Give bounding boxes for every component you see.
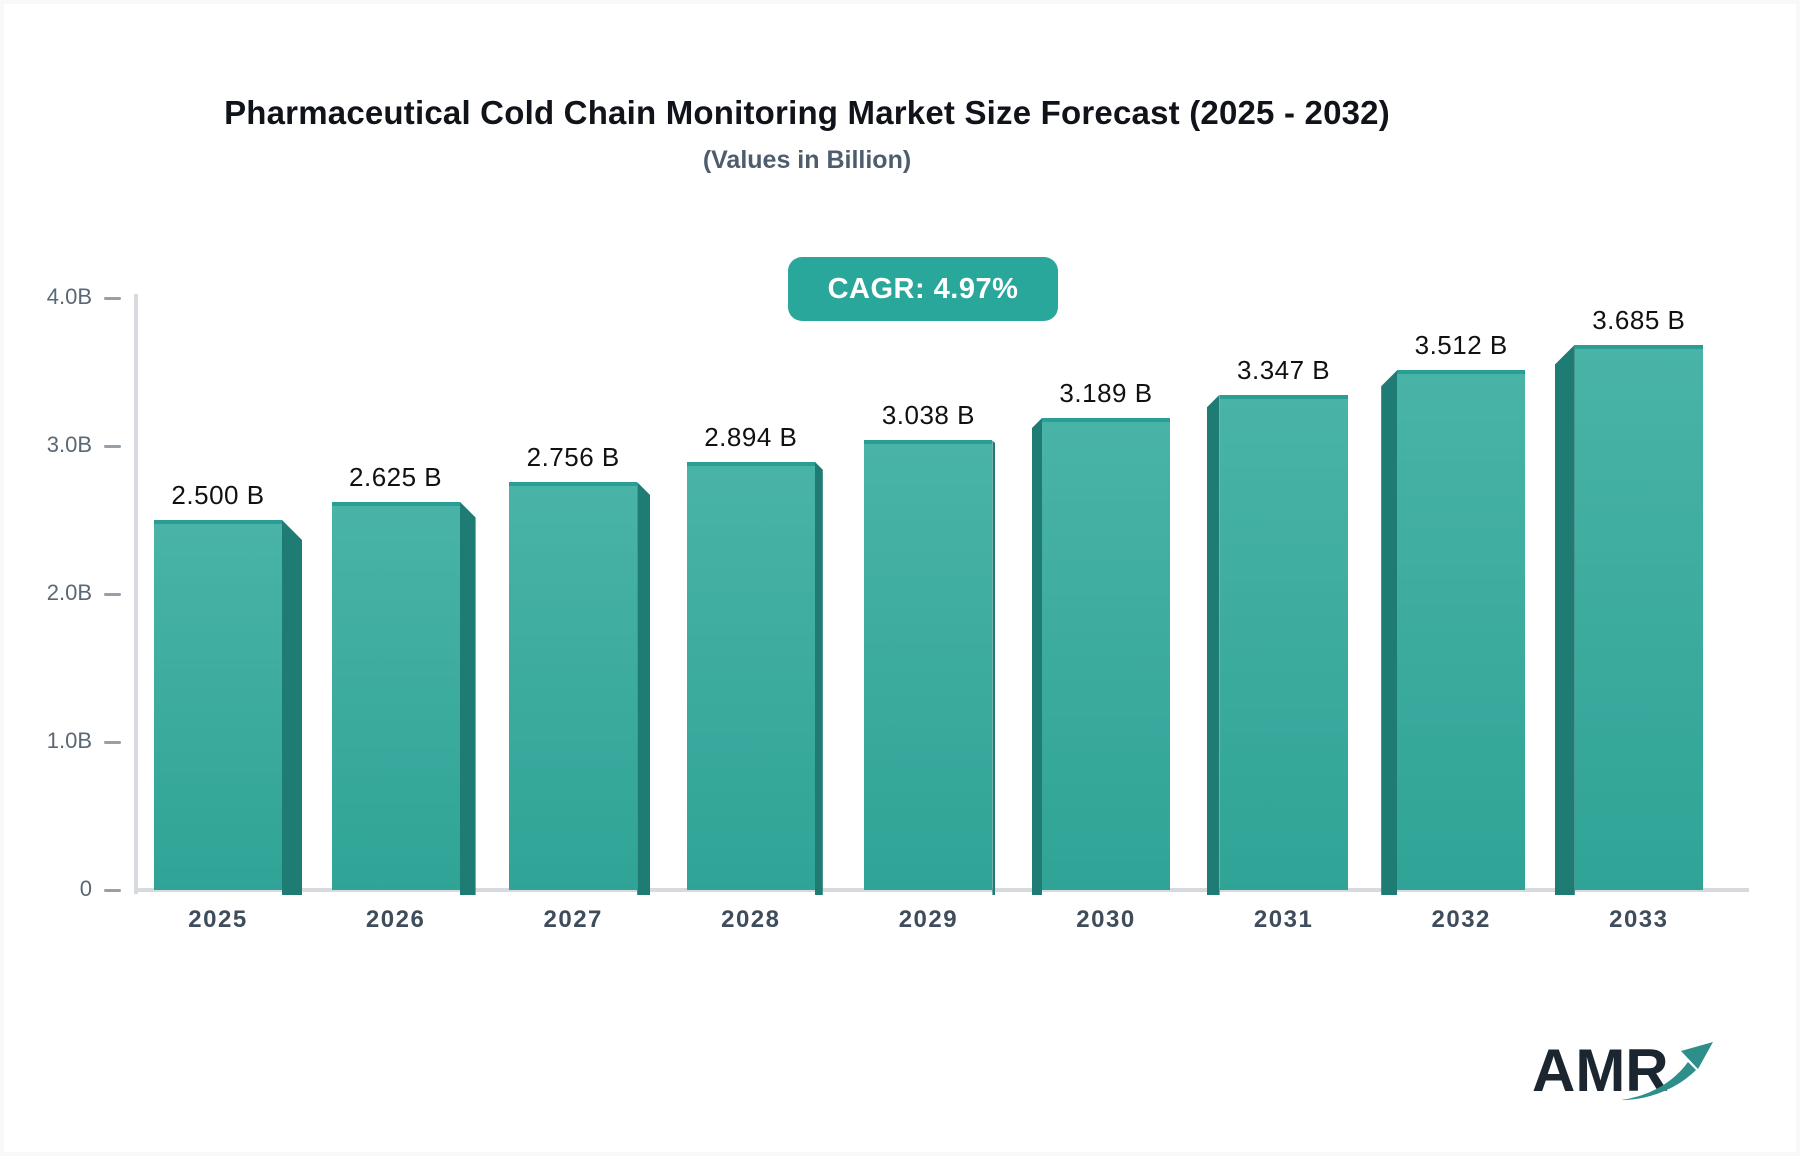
bar-face [686,461,815,890]
bar [154,520,302,895]
bar-side [1381,370,1398,895]
bar-value-label: 3.347 B [1237,354,1331,385]
y-tick-mark [104,593,121,596]
bar-value-label: 2.894 B [704,421,798,452]
bar-side [459,501,476,895]
bar-face [1219,394,1348,890]
bar-face [331,501,460,890]
bar [1554,344,1703,895]
bar [331,501,476,895]
bar-side [1206,394,1220,895]
bar-side [1554,344,1575,895]
x-axis-line [134,888,1749,892]
x-axis-label: 2030 [1076,906,1136,933]
cagr-badge: CAGR: 4.97% [788,257,1058,321]
bar-value-label: 2.500 B [171,480,265,510]
amr-logo-text: AMR [1532,1037,1669,1104]
x-axis-label: 2031 [1253,906,1314,933]
bar-side [814,461,823,895]
y-tick-mark [104,445,121,448]
bar-face [1397,370,1526,890]
chart-subtitle: (Values in Billion) [702,146,912,174]
bar-side [282,520,302,895]
bar [864,440,996,895]
y-axis-line [134,294,138,894]
chart-title: Pharmaceutical Cold Chain Monitoring Mar… [224,94,1390,131]
y-tick-mark [104,297,121,300]
y-tick-label: 4.0B [46,284,92,309]
x-axis-label: 2033 [1609,906,1669,933]
x-axis-label: 2028 [721,906,781,933]
bar-face [1042,418,1170,890]
y-tick-label: 1.0B [46,728,92,753]
bar-face [1574,344,1703,890]
bar [1032,418,1170,895]
y-tick-mark [104,889,121,892]
x-axis-label: 2027 [543,906,603,933]
plot-area: 0 1.0B 2.0B 3.0B 4.0B 2.500 B 2025 2.625 B 2026 2… [4,4,1800,1156]
bar-face [509,482,638,890]
bar [1206,394,1348,895]
bar-value-label: 3.685 B [1592,304,1686,335]
cagr-badge-label: CAGR: 4.97% [827,272,1019,305]
chart-canvas: Pharmaceutical Cold Chain Monitoring Mar… [4,4,1796,1152]
bar-side [637,482,651,895]
x-axis-label: 2032 [1431,906,1491,933]
bar-face [154,520,282,890]
bar-value-label: 3.038 B [881,400,975,431]
y-tick-mark [104,741,121,744]
growth-arrow-icon [1621,1042,1713,1100]
y-tick-label: 0 [79,876,92,901]
bar-side [1032,418,1042,895]
x-axis-label: 2026 [365,906,426,933]
bar [686,461,823,895]
bar-value-label: 3.189 B [1059,378,1153,409]
y-tick-label: 2.0B [46,580,92,605]
chart-header: Pharmaceutical Cold Chain Monitoring Mar… [4,94,1610,175]
bar-value-label: 2.625 B [349,461,443,492]
x-axis-label: 2025 [188,906,248,933]
bar [509,482,651,895]
y-tick-label: 3.0B [46,432,92,457]
x-axis-label: 2029 [898,906,959,933]
amr-logo: AMR [1532,1036,1722,1116]
bar-face [864,440,993,890]
bar [1381,370,1526,895]
bar-value-label: 3.512 B [1414,330,1508,361]
bar-side [992,440,996,895]
bar-value-label: 2.756 B [526,442,620,473]
